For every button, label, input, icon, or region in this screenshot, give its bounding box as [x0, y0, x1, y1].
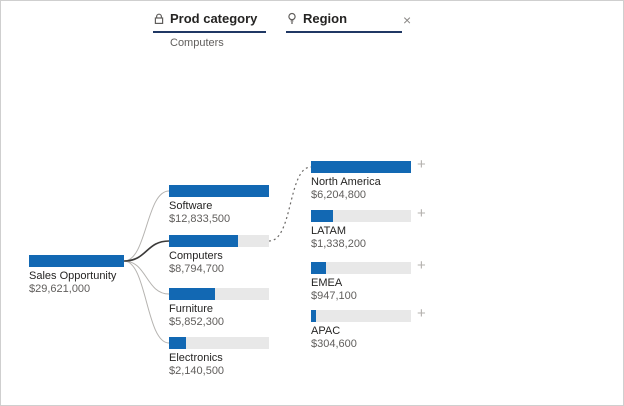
node-label: EMEA [311, 277, 343, 289]
node-value: $6,204,800 [311, 189, 367, 201]
connector-root-furniture [123, 260, 170, 295]
node-label: APAC [311, 325, 341, 337]
expand-plus-icon[interactable]: + [417, 305, 426, 322]
node-bar [169, 185, 269, 197]
connector-root-electronics [123, 260, 170, 344]
level-header-prod-category[interactable]: Prod category Computers [153, 11, 266, 49]
node-label: Electronics [169, 352, 223, 364]
node-computers[interactable]: Computers $8,794,700 [169, 235, 269, 275]
node-bar [169, 337, 269, 349]
node-apac[interactable]: APAC $304,600 + [311, 306, 426, 350]
node-electronics[interactable]: Electronics $2,140,500 [169, 337, 269, 377]
level-header-label: Prod category [170, 11, 258, 26]
node-label: Software [169, 200, 213, 212]
connector-root-software [123, 190, 170, 262]
node-value: $12,833,500 [169, 213, 231, 225]
node-emea[interactable]: EMEA $947,100 + [311, 258, 426, 302]
node-software[interactable]: Software $12,833,500 [169, 185, 269, 225]
close-icon[interactable]: × [403, 12, 412, 28]
level-header-label: Region [303, 11, 348, 26]
node-bar [169, 288, 269, 300]
expand-plus-icon[interactable]: + [417, 205, 426, 222]
node-bar [169, 235, 269, 247]
node-bar [29, 255, 124, 267]
node-sales-opportunity[interactable]: Sales Opportunity $29,621,000 [29, 255, 124, 295]
lock-icon [153, 13, 165, 25]
node-bar [311, 310, 411, 322]
node-furniture[interactable]: Furniture $5,852,300 [169, 288, 269, 328]
node-label: Furniture [169, 303, 214, 315]
node-label: Computers [169, 250, 223, 262]
node-value: $5,852,300 [169, 316, 225, 328]
expand-plus-icon[interactable]: + [417, 156, 426, 173]
connector-root-computers-selected [123, 240, 170, 262]
node-value: $1,338,200 [311, 238, 367, 250]
level-header-region[interactable]: Region [286, 11, 402, 33]
bulb-icon [286, 12, 298, 25]
node-latam[interactable]: LATAM $1,338,200 + [311, 206, 426, 250]
node-bar [311, 161, 411, 173]
node-value: $304,600 [311, 338, 357, 350]
node-bar [311, 262, 411, 274]
node-value: $2,140,500 [169, 365, 225, 377]
connector-computers-region-dotted [268, 166, 312, 242]
node-value: $8,794,700 [169, 263, 225, 275]
node-label: LATAM [311, 225, 347, 237]
level-header-selected-value: Computers [170, 37, 224, 49]
node-bar [311, 210, 411, 222]
expand-plus-icon[interactable]: + [417, 257, 426, 274]
node-label: Sales Opportunity [29, 270, 117, 282]
node-north-america[interactable]: North America $6,204,800 + [311, 157, 426, 201]
node-value: $29,621,000 [29, 283, 91, 295]
node-label: North America [311, 176, 381, 188]
node-value: $947,100 [311, 290, 357, 302]
